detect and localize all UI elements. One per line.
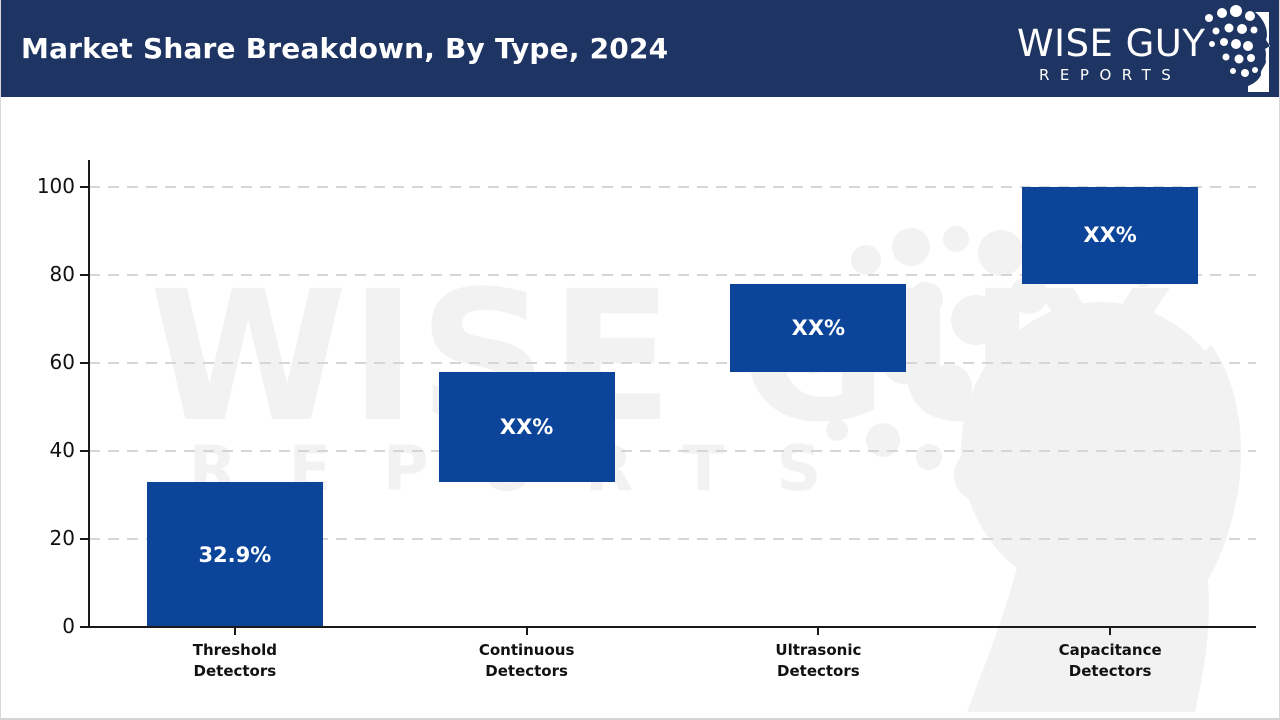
plot-area: 32.9% XX% XX% XX% bbox=[89, 186, 1256, 627]
y-tick-mark-80 bbox=[80, 274, 88, 276]
y-tick-label-60: 60 bbox=[49, 350, 75, 374]
x-tick-mark bbox=[1109, 628, 1112, 635]
x-category-label: Ultrasonic Detectors bbox=[775, 641, 862, 680]
bar-value-label: 32.9% bbox=[198, 542, 272, 567]
y-tick-label-20: 20 bbox=[49, 526, 75, 550]
header: Market Share Breakdown, By Type, 2024 WI… bbox=[1, 0, 1279, 97]
bar-threshold-detectors: 32.9% bbox=[146, 482, 323, 627]
bar-value-label: XX% bbox=[1083, 223, 1137, 248]
y-tick-label-0: 0 bbox=[62, 614, 75, 638]
gridline-100 bbox=[89, 186, 1256, 188]
gridline-60 bbox=[89, 362, 1256, 364]
x-category-label: Threshold Detectors bbox=[192, 641, 278, 680]
y-tick-label-100: 100 bbox=[36, 174, 75, 198]
y-tick-mark-20 bbox=[80, 538, 88, 540]
bar-capacitance-detectors: XX% bbox=[1022, 187, 1199, 284]
y-axis bbox=[88, 160, 90, 628]
bar-value-label: XX% bbox=[499, 415, 554, 440]
x-axis bbox=[88, 626, 1256, 628]
bar-continuous-detectors: XX% bbox=[438, 371, 615, 483]
x-category-label: Continuous Detectors bbox=[478, 641, 575, 680]
x-tick-mark bbox=[525, 628, 528, 635]
y-tick-mark-60 bbox=[80, 362, 88, 364]
bar-value-label: XX% bbox=[791, 315, 846, 340]
logo-reports-label: REPORTS bbox=[1039, 66, 1181, 84]
x-category-label: Capacitance Detectors bbox=[1058, 641, 1162, 680]
y-tick-label-40: 40 bbox=[49, 438, 75, 462]
gridline-80 bbox=[89, 274, 1256, 276]
x-tick-mark bbox=[233, 628, 236, 635]
logo: WISE GUY REPORTS bbox=[1011, 4, 1271, 92]
y-tick-label-80: 80 bbox=[49, 262, 75, 286]
y-tick-mark-0 bbox=[80, 626, 88, 628]
logo-wordmark: WISE GUY bbox=[1017, 22, 1205, 65]
y-tick-mark-40 bbox=[80, 450, 88, 452]
page-title: Market Share Breakdown, By Type, 2024 bbox=[21, 32, 669, 65]
gridline-20 bbox=[89, 538, 1256, 540]
logo-head-icon bbox=[1205, 5, 1270, 92]
x-tick-mark bbox=[817, 628, 820, 635]
y-tick-mark-100 bbox=[80, 186, 88, 188]
gridline-40 bbox=[89, 450, 1256, 452]
bar-ultrasonic-detectors: XX% bbox=[730, 283, 907, 372]
